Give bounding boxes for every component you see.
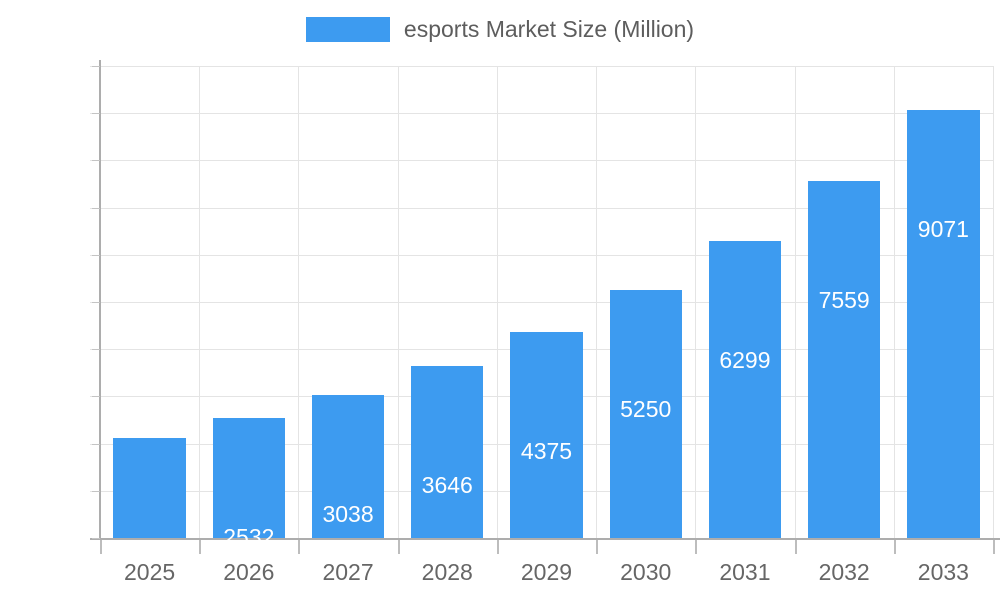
gridline-vertical: [993, 66, 994, 538]
x-axis-tick-label: 2028: [421, 559, 473, 585]
gridline-horizontal: [90, 66, 993, 67]
gridline-vertical: [794, 66, 796, 538]
gridline-horizontal: [90, 113, 993, 115]
gridline-vertical: [298, 66, 300, 538]
x-axis-tick-mark: [794, 540, 797, 554]
x-axis-tick-label: 2026: [223, 559, 275, 585]
x-axis-tick-label: 2025: [124, 559, 176, 585]
legend-color-swatch-icon: [305, 16, 390, 42]
x-axis-tick-mark: [893, 540, 896, 554]
x-axis-tick-label: 2030: [620, 559, 672, 585]
legend-item-esports-market-size[interactable]: esports Market Size (Million): [305, 15, 695, 42]
bar-value-label: 2110: [124, 544, 175, 571]
gridline-vertical: [397, 66, 399, 538]
gridline-horizontal: [90, 349, 993, 351]
gridline-vertical: [695, 66, 697, 538]
gridline-horizontal: [90, 207, 993, 209]
gridline-horizontal: [90, 160, 993, 162]
plot-area: [90, 66, 994, 539]
x-axis-tick-mark: [993, 540, 995, 554]
x-axis-tick-label: 2032: [818, 559, 870, 585]
y-axis-line: [99, 60, 101, 539]
gridline-horizontal: [90, 396, 993, 398]
x-axis-tick-label: 2027: [322, 559, 374, 585]
gridline-horizontal: [90, 254, 993, 256]
x-axis-tick-label: 2029: [520, 559, 573, 585]
gridline-vertical: [496, 66, 498, 538]
x-axis-tick-mark: [596, 540, 599, 554]
chart-legend: esports Market Size (Million): [0, 0, 1000, 58]
gridline-vertical: [199, 66, 201, 538]
x-axis-tick-mark: [496, 540, 499, 554]
x-axis-tick-label: 2033: [917, 559, 969, 585]
x-axis-tick-mark: [199, 540, 202, 554]
gridline-vertical: [893, 66, 895, 538]
x-axis-line: [90, 538, 1000, 540]
x-axis-tick-label: 2031: [719, 559, 771, 585]
gridline-horizontal: [90, 490, 993, 492]
gridline-vertical: [596, 66, 598, 538]
gridline-horizontal: [90, 443, 993, 445]
x-axis-tick-mark: [695, 540, 698, 554]
gridline-horizontal: [90, 302, 993, 303]
legend-item-label: esports Market Size (Million): [403, 15, 695, 42]
x-axis-tick-mark: [298, 540, 301, 554]
x-axis-tick-mark: [100, 540, 102, 554]
x-axis-tick-mark: [397, 540, 400, 554]
